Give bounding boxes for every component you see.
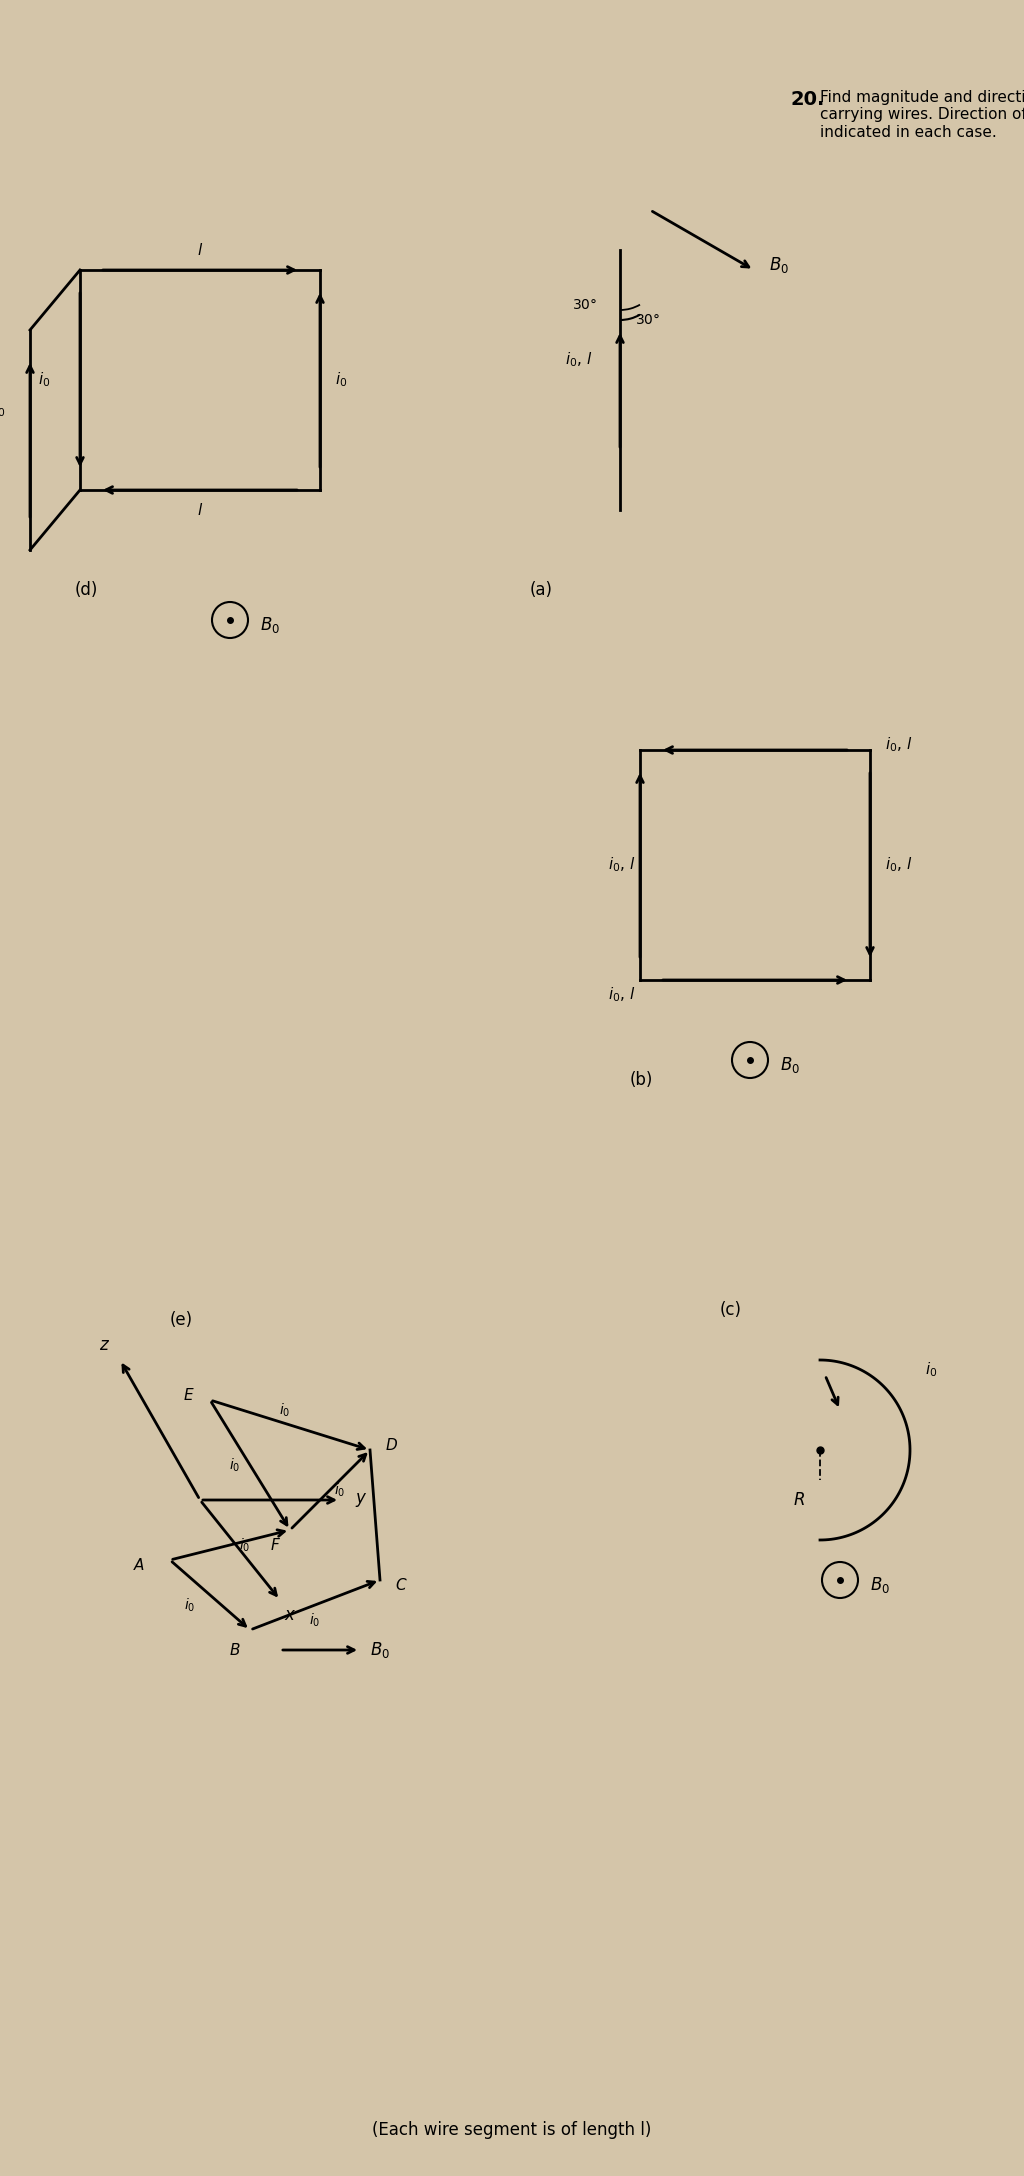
Text: $i_0$: $i_0$	[335, 370, 347, 390]
Text: (d): (d)	[75, 581, 98, 598]
Text: Find magnitude and direction of force on following current
carrying wires. Direc: Find magnitude and direction of force on…	[820, 89, 1024, 139]
Text: $30°$: $30°$	[572, 298, 598, 311]
Text: $i_0$: $i_0$	[38, 370, 50, 390]
Text: $i_0$: $i_0$	[309, 1610, 321, 1628]
Text: $30°$: $30°$	[635, 313, 660, 326]
Text: $F$: $F$	[269, 1536, 281, 1554]
Text: $E$: $E$	[183, 1386, 195, 1404]
Text: $i_0$: $i_0$	[229, 1456, 241, 1473]
Text: $i_0$, $l$: $i_0$, $l$	[885, 855, 912, 875]
Text: $l$: $l$	[197, 242, 203, 259]
Text: $i_0$, $l$: $i_0$, $l$	[607, 855, 635, 875]
Text: $i_0$: $i_0$	[184, 1597, 196, 1615]
Text: $i_0$: $i_0$	[0, 400, 5, 420]
Text: (a): (a)	[530, 581, 553, 598]
Text: (e): (e)	[170, 1310, 194, 1330]
Text: $B_0$: $B_0$	[870, 1575, 890, 1595]
Text: $B$: $B$	[229, 1643, 241, 1658]
Text: $x$: $x$	[284, 1606, 296, 1623]
Text: $i_0$, $l$: $i_0$, $l$	[564, 350, 592, 370]
Text: $i_0$: $i_0$	[334, 1482, 346, 1499]
Text: $B_0$: $B_0$	[780, 1055, 800, 1075]
Text: $B_0$: $B_0$	[769, 255, 788, 274]
Text: $B_0$: $B_0$	[370, 1641, 390, 1660]
Text: $C$: $C$	[395, 1578, 408, 1593]
Text: (c): (c)	[720, 1301, 742, 1319]
Text: $i_0$: $i_0$	[240, 1536, 251, 1554]
Text: $A$: $A$	[133, 1558, 145, 1573]
Text: $i_0$: $i_0$	[280, 1401, 291, 1419]
Text: $B_0$: $B_0$	[260, 616, 280, 635]
Text: $R$: $R$	[793, 1491, 805, 1508]
Text: (Each wire segment is of length l): (Each wire segment is of length l)	[373, 2122, 651, 2139]
Text: 20.: 20.	[790, 89, 824, 109]
Text: $i_0$, $l$: $i_0$, $l$	[885, 735, 912, 755]
Text: $D$: $D$	[385, 1436, 398, 1454]
Text: $z$: $z$	[99, 1336, 111, 1353]
Text: $l$: $l$	[197, 503, 203, 518]
Text: (b): (b)	[630, 1071, 653, 1088]
Text: $y$: $y$	[355, 1491, 368, 1508]
Text: $i_0$: $i_0$	[925, 1360, 937, 1380]
Text: $i_0$, $l$: $i_0$, $l$	[607, 986, 635, 1005]
